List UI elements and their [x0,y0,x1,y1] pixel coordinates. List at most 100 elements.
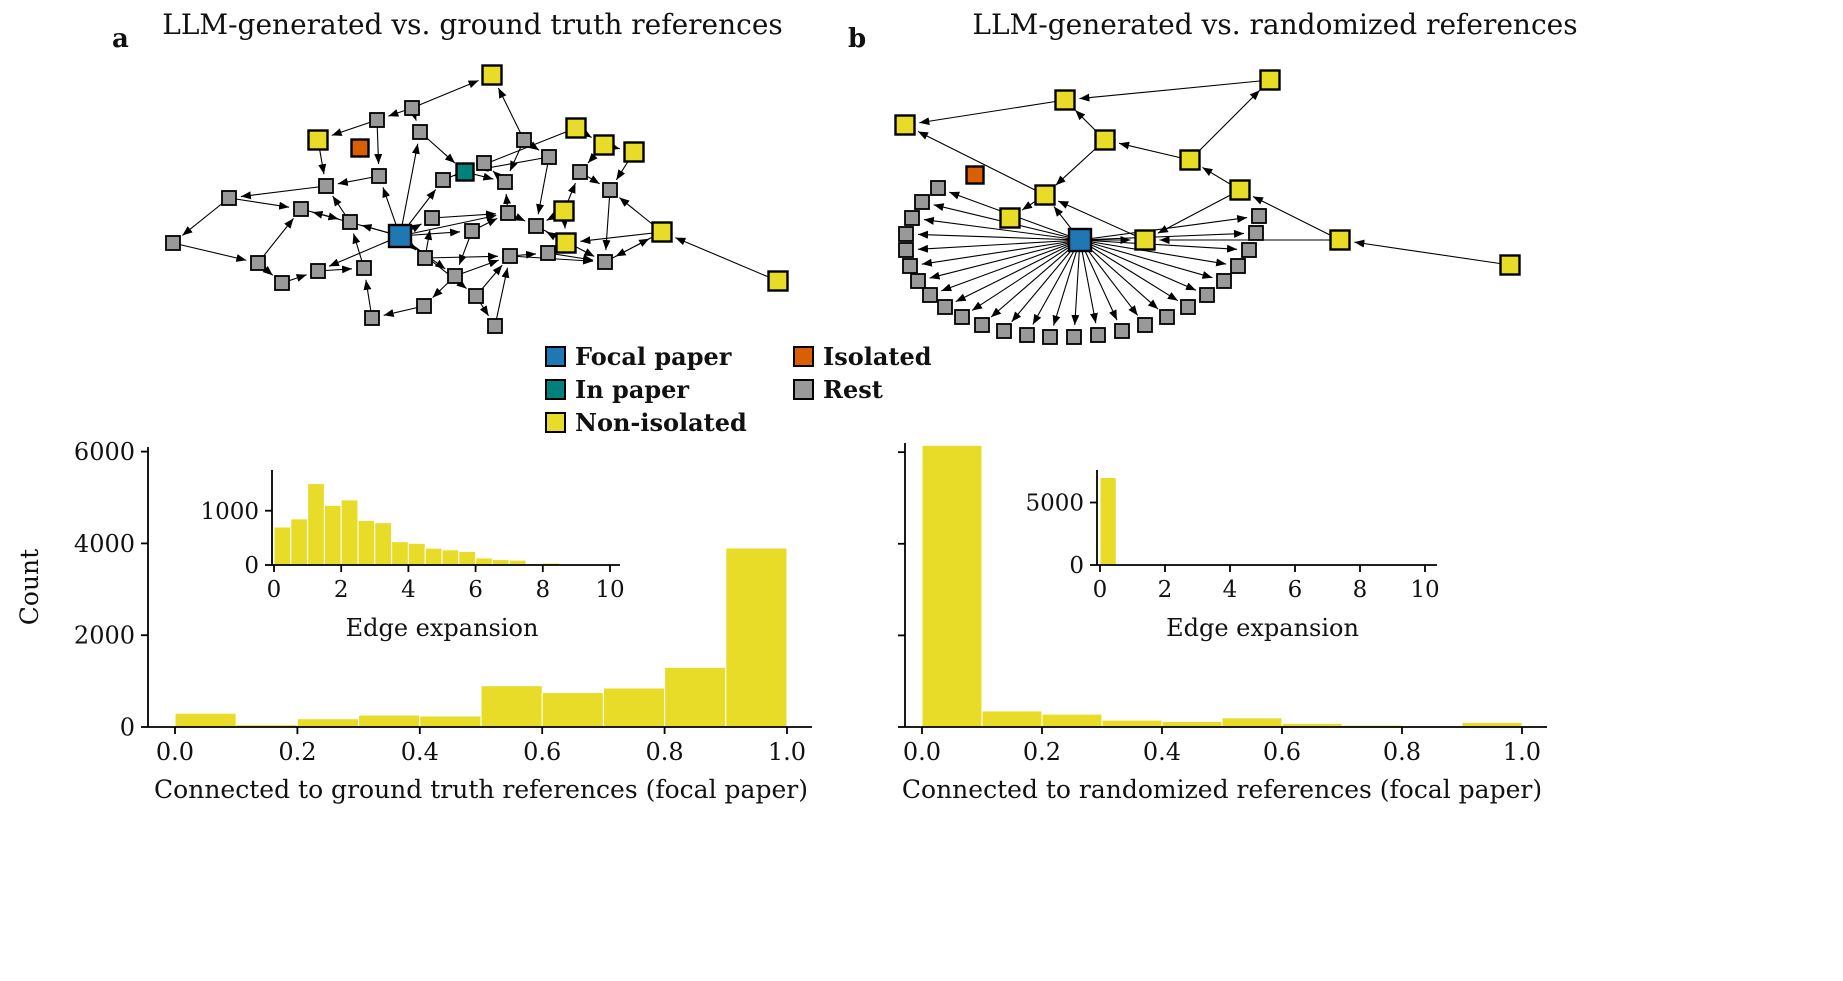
in-paper-swatch [545,379,566,400]
network-edge [411,80,479,109]
legend-label-isolated: Isolated [823,342,932,371]
network-node-n [999,207,1021,229]
network-node-r [476,155,492,171]
network-edge [1057,200,1146,241]
network-node-r [424,210,440,226]
network-edge [1354,239,1511,266]
network-node-n [593,134,615,156]
network-node-r [274,275,290,291]
network-node-n [1034,184,1056,206]
network-edge [955,239,1081,303]
network-node-r [540,245,556,261]
legend-label-focal-paper: Focal paper [575,342,732,371]
x-tick-label: 4 [1223,577,1238,603]
network-node-r [165,235,181,251]
network-edge [1032,239,1081,325]
histogram-bar [358,714,421,728]
network-node-n [894,114,916,136]
network-node-n [565,117,587,139]
network-node-r [468,288,484,304]
x-tick-label: 6 [1288,577,1303,603]
histogram-bar [296,718,360,728]
histogram-bar [323,504,342,566]
y-tick-label: 6000 [74,438,135,466]
network-node-r [597,254,613,270]
histogram-bar [1099,477,1117,566]
histogram-bar [1041,713,1103,728]
network-node-r [371,168,387,184]
x-tick-label: 8 [535,577,550,603]
x-tick-label: 0.2 [1023,738,1061,766]
y-tick-label: 1000 [200,499,259,525]
network-node-r [1137,317,1153,333]
network-edge [919,99,1066,126]
network-edge [990,239,1081,318]
legend-item-rest: Rest [793,373,932,406]
legend-label-non-isolated: Non-isolated [575,408,747,437]
histogram-bar [458,550,477,566]
network-edge [1157,189,1241,234]
network-edge [929,239,1081,280]
network-edge [917,130,1046,196]
x-tick-label: 10 [595,577,624,603]
network-edge [1079,239,1238,253]
histogram-bar [407,542,426,566]
network-node-r [541,149,557,165]
network-edge [1071,239,1081,326]
network-edge [1079,239,1227,267]
x-tick-label: 2 [1158,577,1173,603]
network-node-r [910,273,926,289]
legend-item-in-paper: In paper [545,373,747,406]
network-node-r [412,124,428,140]
network-node-f [1067,227,1093,253]
network-edge [399,143,420,237]
network-edge [1079,239,1098,324]
network-node-n [623,141,645,163]
network-node-r [1230,258,1246,274]
network-node-i [350,138,370,158]
y-tick-label: 0 [1069,553,1084,579]
network-node-n [1134,229,1156,251]
histogram-bar [391,541,409,566]
histogram-b: 0.0 0.2 0.4 0.6 0.8 1.0 Connected to randomize… [898,443,1547,804]
network-node-r [369,112,385,128]
y-tick-label: 0 [120,713,135,741]
x-tick-label: 8 [1353,577,1368,603]
network-edge [228,197,290,210]
panel-a-title: LLM-generated vs. ground truth reference… [162,8,783,41]
network-node-r [516,132,532,148]
network-node-n [553,200,575,222]
inset-histogram-a: 0 2 4 6 8 10 0 1000 Edge expansion [200,470,625,642]
network-node-r [502,248,518,264]
x-axis-label: Edge expansion [1166,614,1359,642]
y-tick-label: 4000 [74,530,135,558]
x-tick-label: 0.6 [1263,738,1301,766]
histogram-bar [921,444,983,728]
network-a-graph [165,64,789,334]
network-edge [1079,239,1213,279]
network-edge [917,239,1081,253]
histogram-bar [1101,719,1163,728]
rest-swatch [793,379,814,400]
network-node-r [416,298,432,314]
network-edge [1011,239,1081,323]
x-tick-label: 0 [1093,577,1108,603]
network-node-r [1042,329,1058,345]
x-tick-label: 0.0 [156,738,194,766]
network-edge [1079,239,1179,302]
histogram-bar [475,557,493,566]
network-node-n [1499,254,1521,276]
network-edge [1252,195,1341,241]
network-edge [923,216,1081,241]
legend-column-1: Focal paper In paper Non-isolated [545,340,747,439]
histogram-bar [340,499,359,566]
network-node-r [954,309,970,325]
network-node-r [497,174,513,190]
network-edge [941,239,1081,292]
y-tick-label: 5000 [1025,491,1084,517]
network-node-r [293,201,309,217]
network-edge [536,156,550,215]
histogram-bar [602,687,666,728]
network-node-r [1216,273,1232,289]
